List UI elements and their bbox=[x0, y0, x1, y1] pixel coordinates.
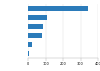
Bar bbox=[28, 42, 32, 47]
Bar bbox=[28, 51, 29, 56]
Bar bbox=[28, 24, 43, 29]
Bar bbox=[28, 15, 47, 20]
Bar bbox=[28, 6, 88, 11]
Bar bbox=[28, 33, 42, 38]
